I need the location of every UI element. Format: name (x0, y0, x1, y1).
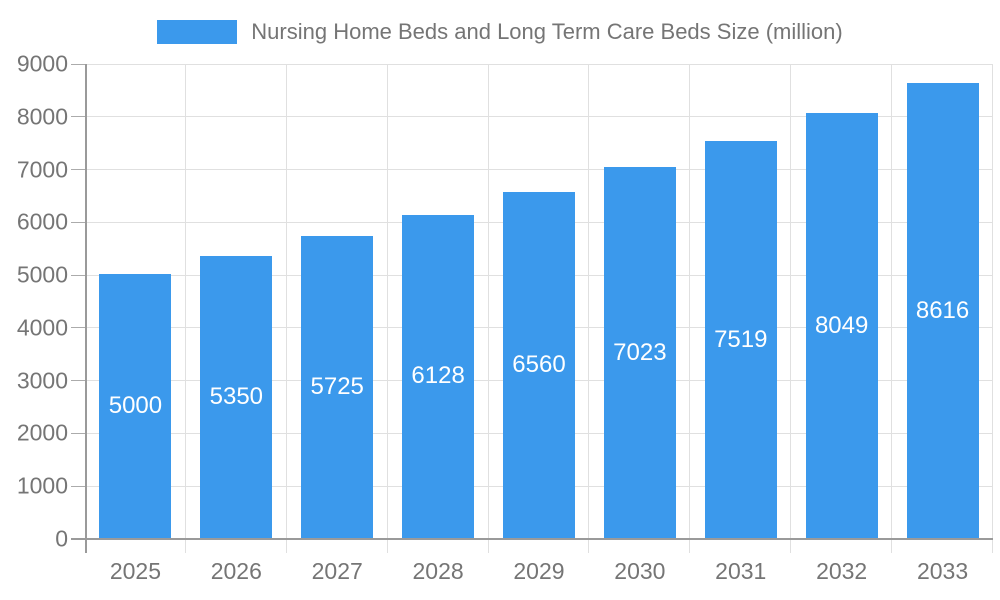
y-axis-tick (71, 274, 85, 276)
y-axis-tick (71, 221, 85, 223)
bar-2028[interactable]: 6128 (402, 214, 475, 538)
bar-2027[interactable]: 5725 (301, 235, 374, 538)
gridline-horizontal (85, 169, 993, 171)
legend-swatch-icon (157, 20, 238, 44)
x-tick-label: 2028 (412, 558, 464, 584)
y-tick-label: 0 (55, 525, 68, 552)
x-axis-tick (185, 539, 186, 553)
gridline-vertical (790, 64, 791, 539)
gridline-vertical (588, 64, 589, 539)
y-tick-label: 6000 (16, 208, 68, 235)
gridline-vertical (286, 64, 287, 539)
x-axis-tick (286, 539, 287, 553)
bar-value-label: 6128 (411, 362, 465, 390)
legend-label: Nursing Home Beds and Long Term Care Bed… (251, 19, 843, 44)
bar-value-label: 5725 (310, 372, 364, 400)
gridline-horizontal (85, 116, 993, 118)
bar-2025[interactable]: 5000 (99, 274, 172, 538)
gridline-horizontal (85, 63, 993, 65)
x-tick-label: 2033 (916, 558, 969, 584)
bar-value-label: 8616 (915, 296, 970, 324)
x-axis-tick (891, 539, 892, 553)
y-tick-label: 9000 (16, 50, 68, 77)
y-tick-label: 8000 (16, 103, 68, 130)
bar-value-label: 8049 (814, 311, 869, 339)
x-axis-tick (790, 539, 791, 553)
bar-2032[interactable]: 8049 (805, 113, 878, 538)
x-axis-tick (488, 539, 489, 553)
gridline-vertical (488, 64, 489, 539)
x-tick-label: 2026 (210, 558, 262, 584)
bar-value-label: 5350 (209, 382, 264, 410)
bar-2033[interactable]: 8616 (906, 83, 979, 538)
y-tick-label: 4000 (16, 314, 68, 341)
y-axis-tick (71, 169, 85, 171)
x-tick-label: 2027 (311, 558, 363, 584)
gridline-vertical (689, 64, 690, 539)
legend-item[interactable]: Nursing Home Beds and Long Term Care Bed… (157, 17, 843, 47)
bar-2029[interactable]: 6560 (503, 191, 575, 538)
bar-value-label: 5000 (108, 392, 163, 420)
y-axis-tick (71, 485, 85, 487)
gridline-vertical (185, 64, 186, 539)
legend: Nursing Home Beds and Long Term Care Bed… (0, 17, 1000, 47)
x-axis-tick (992, 539, 993, 553)
bar-value-label: 7519 (714, 325, 768, 353)
y-tick-label: 7000 (16, 156, 68, 183)
y-axis-tick (71, 380, 85, 382)
y-axis-tick (71, 63, 85, 65)
y-axis-line (85, 64, 87, 553)
plot-area: 0 1000 2000 3000 4000 5000 6000 7000 8000 9000 202… (17, 51, 993, 584)
y-tick-label: 5000 (16, 261, 68, 288)
x-tick-label: 2031 (715, 558, 767, 584)
x-tick-label: 2032 (816, 558, 868, 584)
gridline-vertical (891, 64, 892, 539)
bar-2030[interactable]: 7023 (603, 167, 676, 538)
y-tick-label: 2000 (16, 419, 68, 446)
x-axis-tick (689, 539, 690, 553)
x-axis-tick (588, 539, 589, 553)
bar-value-label: 6560 (512, 350, 566, 378)
bar-2031[interactable]: 7519 (704, 141, 777, 538)
bar-2026[interactable]: 5350 (200, 255, 273, 538)
bar-value-label: 7023 (613, 338, 667, 366)
x-tick-label: 2029 (513, 558, 565, 584)
y-tick-label: 3000 (16, 367, 68, 394)
y-axis-tick (71, 432, 85, 434)
x-tick-label: 2025 (109, 558, 162, 584)
y-axis-tick (71, 116, 85, 118)
x-axis-line (71, 538, 993, 540)
y-axis-tick (71, 327, 85, 329)
gridline-vertical (992, 64, 993, 539)
x-axis-tick (387, 539, 388, 553)
x-tick-label: 2030 (614, 558, 666, 584)
y-tick-label: 1000 (16, 472, 68, 499)
gridline-vertical (387, 64, 388, 539)
